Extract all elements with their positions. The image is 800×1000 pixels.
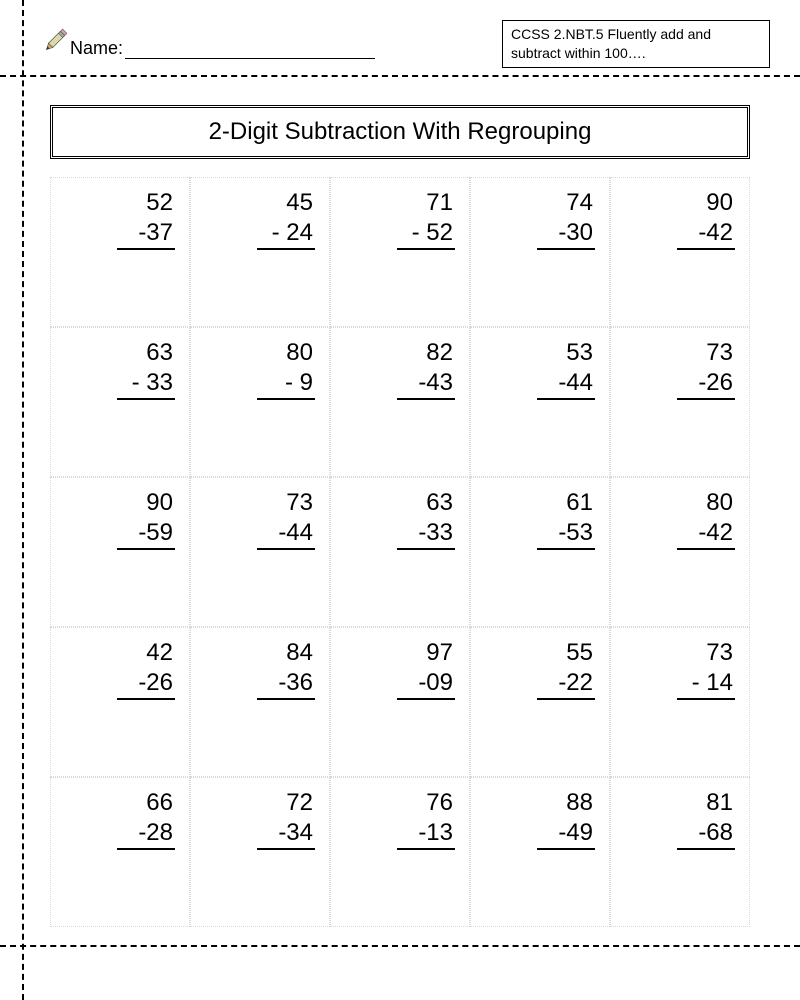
subtrahend: - 24 (257, 218, 315, 250)
header: Name: CCSS 2.NBT.5 Fluently add and subt… (30, 20, 770, 75)
problem-cell: 81-68 (610, 777, 750, 927)
problem-cell: 61-53 (470, 477, 610, 627)
minuend: 84 (286, 638, 315, 668)
problem-cell: 72-34 (190, 777, 330, 927)
subtrahend: -59 (117, 518, 175, 550)
problem-cell: 53-44 (470, 327, 610, 477)
name-field: Name: (70, 38, 375, 59)
standards-box: CCSS 2.NBT.5 Fluently add and subtract w… (502, 20, 770, 68)
subtrahend: -42 (677, 218, 735, 250)
problem-cell: 88-49 (470, 777, 610, 927)
subtrahend: -43 (397, 368, 455, 400)
subtrahend: -09 (397, 668, 455, 700)
minuend: 81 (706, 788, 735, 818)
problem-cell: 80- 9 (190, 327, 330, 477)
minuend: 53 (566, 338, 595, 368)
subtrahend: -30 (537, 218, 595, 250)
minuend: 88 (566, 788, 595, 818)
subtrahend: -26 (117, 668, 175, 700)
worksheet-title-box: 2-Digit Subtraction With Regrouping (50, 105, 750, 159)
subtrahend: -37 (117, 218, 175, 250)
minuend: 72 (286, 788, 315, 818)
problem-cell: 73-26 (610, 327, 750, 477)
subtrahend: -44 (537, 368, 595, 400)
pencil-icon (40, 22, 74, 61)
minuend: 82 (426, 338, 455, 368)
minuend: 90 (146, 488, 175, 518)
problem-cell: 42-26 (50, 627, 190, 777)
problem-cell: 73-44 (190, 477, 330, 627)
minuend: 73 (706, 338, 735, 368)
minuend: 90 (706, 188, 735, 218)
problem-cell: 63- 33 (50, 327, 190, 477)
problem-cell: 97-09 (330, 627, 470, 777)
problem-cell: 45- 24 (190, 177, 330, 327)
minuend: 61 (566, 488, 595, 518)
minuend: 73 (286, 488, 315, 518)
worksheet-page: Name: CCSS 2.NBT.5 Fluently add and subt… (0, 0, 800, 1000)
minuend: 45 (286, 188, 315, 218)
subtrahend: - 52 (397, 218, 455, 250)
problem-cell: 74-30 (470, 177, 610, 327)
problem-cell: 76-13 (330, 777, 470, 927)
subtrahend: -33 (397, 518, 455, 550)
name-input-line[interactable] (125, 58, 375, 59)
problem-cell: 63-33 (330, 477, 470, 627)
minuend: 80 (286, 338, 315, 368)
minuend: 52 (146, 188, 175, 218)
subtrahend: -13 (397, 818, 455, 850)
minuend: 66 (146, 788, 175, 818)
worksheet-title: 2-Digit Subtraction With Regrouping (209, 118, 592, 145)
subtrahend: -26 (677, 368, 735, 400)
subtrahend: -49 (537, 818, 595, 850)
minuend: 42 (146, 638, 175, 668)
minuend: 74 (566, 188, 595, 218)
subtrahend: -53 (537, 518, 595, 550)
problem-cell: 55-22 (470, 627, 610, 777)
standards-text: CCSS 2.NBT.5 Fluently add and subtract w… (511, 26, 711, 61)
problem-cell: 66-28 (50, 777, 190, 927)
minuend: 80 (706, 488, 735, 518)
problem-cell: 71- 52 (330, 177, 470, 327)
subtrahend: -42 (677, 518, 735, 550)
minuend: 63 (146, 338, 175, 368)
subtrahend: - 33 (117, 368, 175, 400)
subtrahend: -28 (117, 818, 175, 850)
problem-cell: 52-37 (50, 177, 190, 327)
minuend: 71 (426, 188, 455, 218)
subtrahend: -36 (257, 668, 315, 700)
name-label: Name: (70, 38, 123, 58)
minuend: 55 (566, 638, 595, 668)
minuend: 76 (426, 788, 455, 818)
minuend: 63 (426, 488, 455, 518)
problem-cell: 82-43 (330, 327, 470, 477)
problem-cell: 90-59 (50, 477, 190, 627)
minuend: 97 (426, 638, 455, 668)
subtrahend: -44 (257, 518, 315, 550)
subtrahend: -22 (537, 668, 595, 700)
minuend: 73 (706, 638, 735, 668)
subtrahend: -34 (257, 818, 315, 850)
subtrahend: - 9 (257, 368, 315, 400)
problem-cell: 73- 14 (610, 627, 750, 777)
subtrahend: -68 (677, 818, 735, 850)
problems-grid: 52-3745- 2471- 5274-3090-4263- 3380- 982… (50, 177, 750, 927)
problem-cell: 90-42 (610, 177, 750, 327)
problem-cell: 80-42 (610, 477, 750, 627)
subtrahend: - 14 (677, 668, 735, 700)
problem-cell: 84-36 (190, 627, 330, 777)
